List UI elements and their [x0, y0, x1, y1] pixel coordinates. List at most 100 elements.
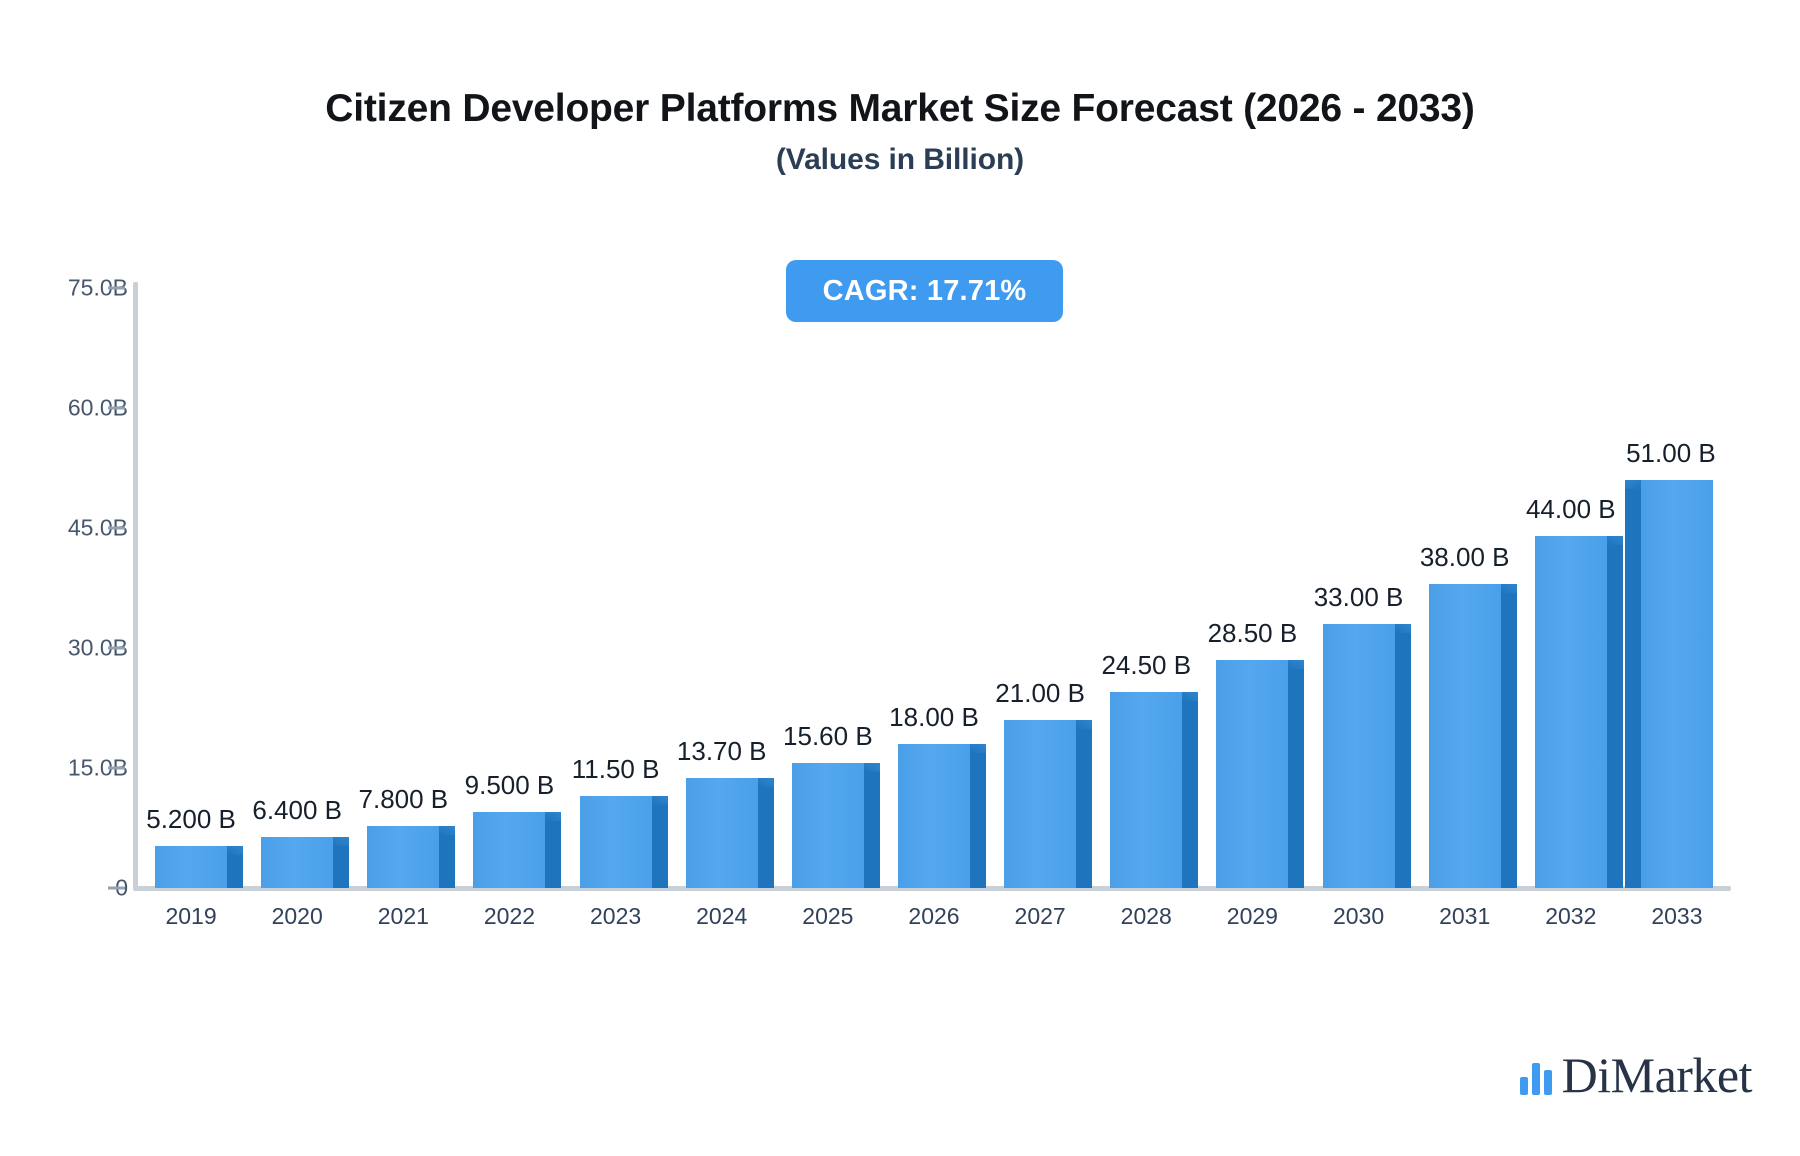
- y-axis-tick-mark: [108, 646, 125, 650]
- bar-value-label: 13.70 B: [676, 736, 767, 767]
- bar-side-face: [1500, 592, 1517, 888]
- bar-side-face: [863, 771, 880, 888]
- x-axis-tick-label: 2027: [1014, 903, 1066, 929]
- x-axis-tick-label: 2019: [165, 903, 217, 929]
- bar: [1216, 660, 1305, 888]
- bar: [1110, 692, 1199, 888]
- bar-top-face: [227, 846, 244, 856]
- x-axis-tick-label: 2031: [1439, 903, 1491, 929]
- bar-front-face: [367, 825, 440, 888]
- bar-side-face: [1288, 668, 1305, 888]
- bar-side-face: [1076, 728, 1093, 888]
- y-axis-tick-mark: [108, 886, 125, 890]
- bar-top-face: [333, 836, 350, 846]
- bar-front-face: [1428, 584, 1501, 888]
- bar-top-face: [970, 744, 986, 753]
- bar: [685, 778, 774, 888]
- bar-side-face: [970, 752, 986, 888]
- bar-side-face: [1394, 632, 1411, 888]
- bar-front-face: [1110, 692, 1183, 888]
- bar-top-face: [1394, 624, 1411, 633]
- bar: [791, 763, 880, 888]
- bar-value-label: 33.00 B: [1313, 582, 1404, 612]
- bar-side-face: [1606, 544, 1623, 888]
- cagr-badge-label: CAGR: 17.71%: [822, 274, 1027, 307]
- bar-top-face: [1288, 660, 1305, 669]
- bar-top-face: [439, 825, 456, 835]
- bar-side-face: [439, 833, 456, 888]
- bar: [473, 812, 562, 888]
- bar-top-face: [1624, 480, 1641, 489]
- bar-front-face: [791, 763, 864, 888]
- bar-front-face: [261, 836, 334, 888]
- x-axis-tick-label: 2026: [908, 903, 960, 929]
- y-axis-tick-mark: [108, 286, 125, 290]
- bar-top-face: [1500, 584, 1517, 593]
- bar-side-face: [651, 804, 668, 888]
- bar-top-face: [863, 763, 880, 773]
- bar-side-face: [227, 854, 244, 888]
- x-axis-tick-label: 2023: [590, 903, 642, 929]
- x-axis-tick-label: 2029: [1226, 903, 1278, 929]
- bar-top-face: [1182, 692, 1199, 701]
- x-axis-line: [133, 886, 1731, 891]
- bar-front-face: [1534, 536, 1607, 888]
- bar: [898, 744, 986, 888]
- bar: [261, 836, 350, 888]
- bar-front-face: [685, 778, 758, 888]
- bar-side-face: [757, 786, 774, 888]
- bar-front-face: [473, 812, 546, 888]
- bar-value-label: 18.00 B: [889, 702, 979, 732]
- chart-header: Citizen Developer Platforms Market Size …: [0, 87, 1800, 177]
- bar: [579, 796, 668, 888]
- x-axis-tick-label: 2033: [1651, 903, 1703, 929]
- bar-value-label: 11.50 B: [571, 754, 660, 784]
- x-axis-tick-label: 2032: [1545, 903, 1597, 929]
- bar-value-label: 28.50 B: [1207, 618, 1298, 648]
- bar-value-label: 5.200 B: [146, 804, 236, 835]
- bar-value-label: 15.60 B: [783, 721, 873, 752]
- x-axis-tick-label: 2022: [483, 903, 536, 929]
- logo-text: DiMarket: [1561, 1047, 1753, 1103]
- bar-value-label: 24.50 B: [1101, 650, 1192, 680]
- bar: [1428, 584, 1517, 888]
- dimarket-logo: DiMarket: [1519, 1046, 1753, 1104]
- x-axis-tick-label: 2020: [271, 903, 323, 929]
- bar-top-face: [757, 778, 774, 788]
- bar-value-label: 21.00 B: [995, 678, 1085, 708]
- bar-chart-icon: [1519, 1055, 1552, 1095]
- bar-value-label: 7.800 B: [358, 783, 449, 814]
- bar: [1322, 624, 1411, 888]
- bar-front-face: [1216, 660, 1289, 888]
- bar-front-face: [1004, 720, 1077, 888]
- bar: [367, 825, 456, 888]
- bar-side-face: [1182, 700, 1199, 888]
- bar-front-face: [898, 744, 970, 888]
- bar-value-label: 51.00 B: [1626, 438, 1716, 468]
- bar-front-face: [1640, 480, 1713, 888]
- x-axis-tick-label: 2028: [1120, 903, 1172, 929]
- bar-top-face: [651, 796, 668, 805]
- y-axis-tick-mark: [108, 406, 125, 410]
- bar-value-label: 9.500 B: [464, 770, 555, 800]
- bar-value-label: 38.00 B: [1419, 542, 1510, 572]
- bar: [1534, 536, 1623, 888]
- bar-front-face: [1322, 624, 1395, 888]
- bar: [1624, 480, 1713, 888]
- bar-top-face: [1076, 720, 1093, 729]
- y-axis-tick-mark: [108, 526, 125, 530]
- bar-top-face: [545, 812, 562, 821]
- cagr-badge: CAGR: 17.71%: [786, 260, 1063, 322]
- bar-front-face: [579, 796, 652, 888]
- x-axis-tick-label: 2025: [802, 903, 854, 929]
- page-title: Citizen Developer Platforms Market Size …: [325, 87, 1475, 130]
- y-axis-line: [133, 282, 138, 890]
- bar: [155, 846, 244, 888]
- bar: [1004, 720, 1093, 888]
- y-axis-tick-mark: [108, 766, 125, 770]
- bar-side-face: [333, 844, 350, 888]
- bar-side-face: [545, 820, 562, 888]
- bar-value-label: 6.400 B: [252, 794, 343, 825]
- bar-value-label: 44.00 B: [1525, 494, 1616, 524]
